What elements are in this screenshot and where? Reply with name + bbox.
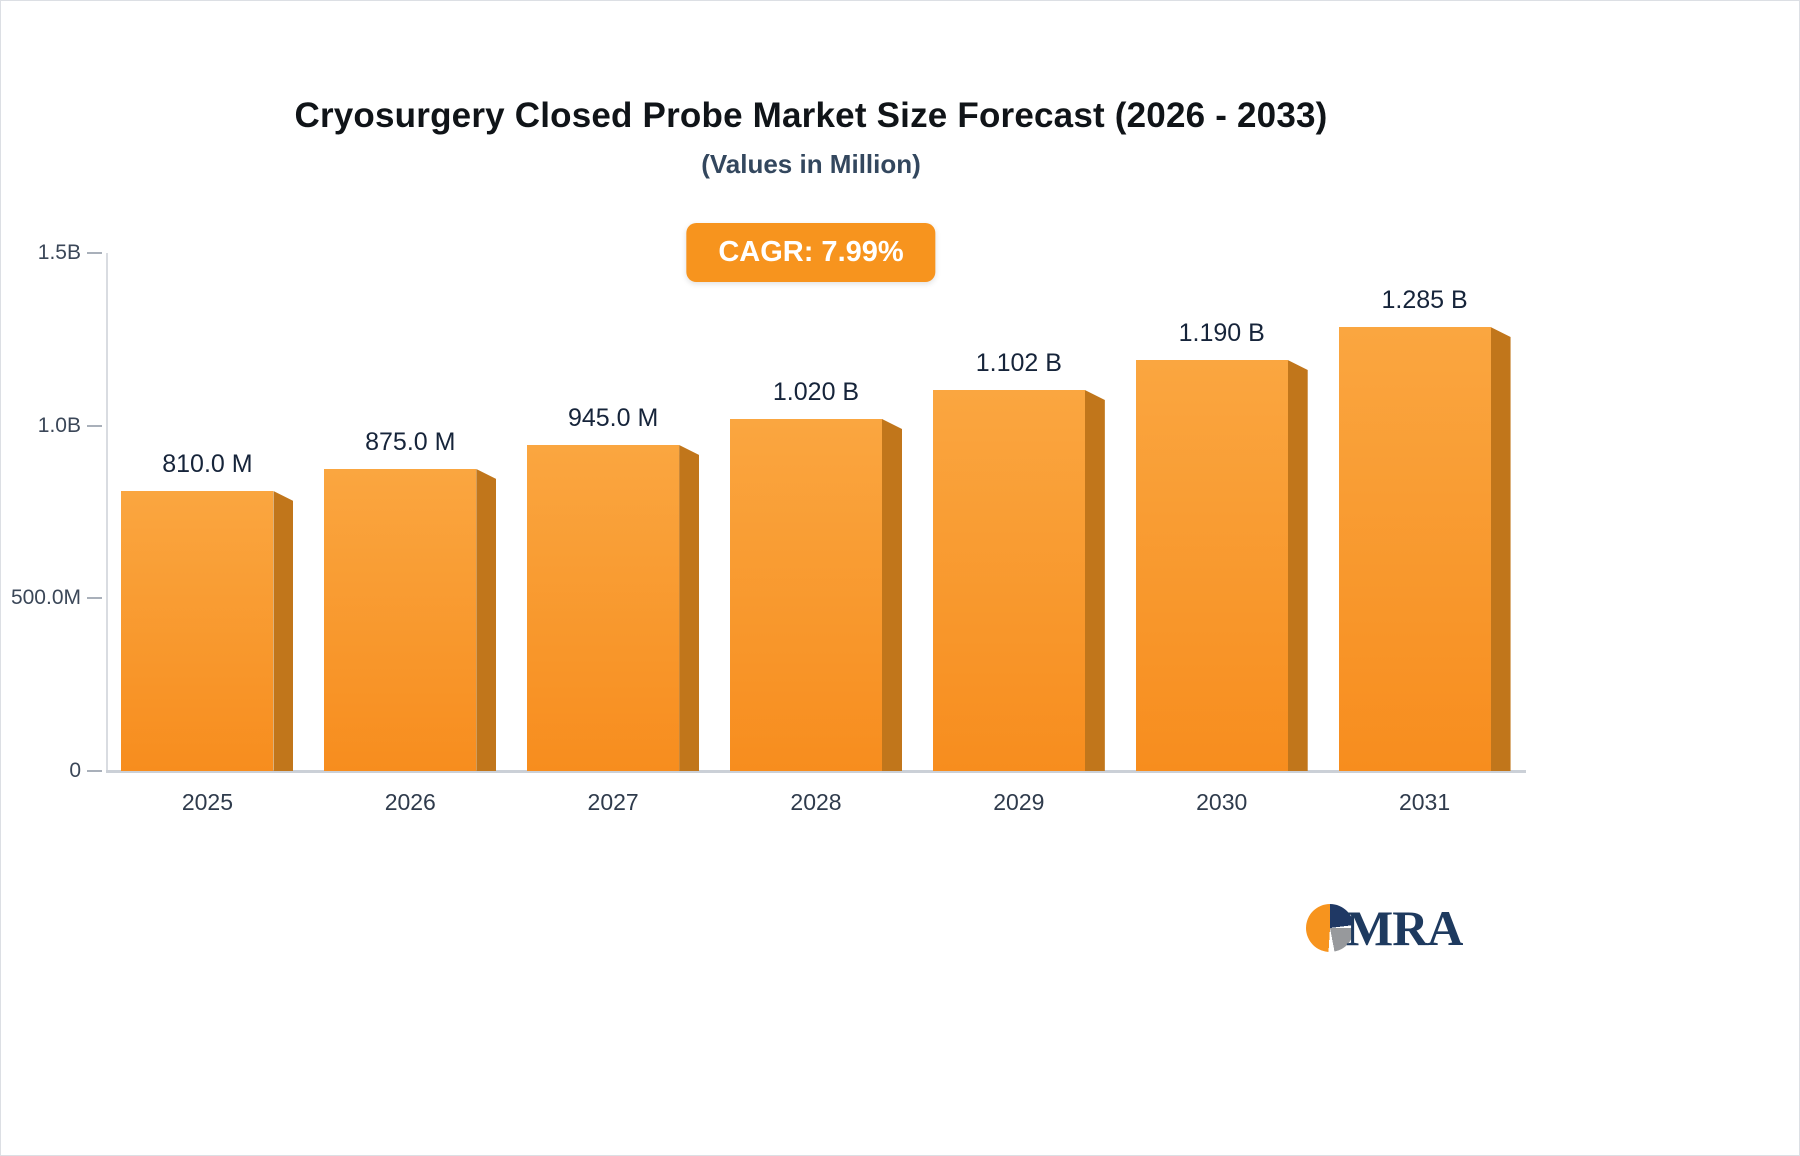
bar-value-label: 1.020 B [772, 378, 860, 406]
y-axis: 1.5B 1.0B 500.0M 0 [1, 241, 81, 782]
x-axis-label: 2028 [790, 789, 842, 815]
x-axis-label: 2031 [1398, 789, 1451, 815]
bar-face [730, 419, 882, 771]
bar-value-label: 875.0 M [365, 428, 456, 456]
y-tick-label: 1.0B [37, 413, 81, 437]
chart-title: Cryosurgery Closed Probe Market Size For… [294, 96, 1328, 135]
bar-side-shadow [1490, 327, 1511, 771]
mra-pie-logo-icon [1306, 904, 1354, 952]
bar-value-label: 1.190 B [1178, 319, 1265, 347]
plot-area: 810.0 M 875.0 M 945.0 M 1.020 B 1.102 B 1.190… [106, 253, 1526, 773]
bar-value-label: 1.102 B [975, 349, 1062, 377]
x-axis-label: 2029 [993, 789, 1045, 815]
bar-value-label: 945.0 M [567, 404, 659, 432]
bar-2028[interactable] [730, 419, 902, 771]
y-tick-mark [87, 252, 102, 254]
bar-side-shadow [476, 469, 497, 771]
bar-side-shadow [1084, 390, 1105, 771]
chart-subtitle: (Values in Million) [701, 149, 921, 179]
y-tick-label: 0 [69, 759, 81, 782]
bar-2029[interactable] [932, 390, 1105, 771]
bar-2031[interactable] [1338, 327, 1511, 771]
bar-value-label: 1.285 B [1381, 286, 1468, 314]
bar-face [1338, 327, 1491, 771]
y-axis-line [106, 253, 108, 771]
bar-side-shadow [882, 419, 902, 771]
x-axis-label: 2025 [181, 789, 233, 815]
y-tick-mark [87, 424, 102, 427]
y-tick-mark [87, 770, 102, 772]
bar-value-label: 810.0 M [162, 450, 253, 478]
bar-face [121, 491, 274, 771]
y-tick-label: 500.0M [10, 586, 81, 610]
mra-logo: MRA [1306, 899, 1463, 957]
mra-logo-text: MRA [1346, 900, 1463, 956]
cagr-badge: CAGR: 7.99% [686, 223, 936, 282]
y-tick-label: 1.5B [37, 241, 81, 264]
bar-2030[interactable] [1135, 360, 1308, 771]
bar-2026[interactable] [324, 469, 497, 771]
x-axis-label: 2027 [587, 789, 639, 815]
bar-face [1135, 360, 1288, 771]
bar-side-shadow [679, 445, 700, 771]
x-axis-label: 2030 [1196, 789, 1248, 815]
bar-face [932, 390, 1085, 771]
bar-face [527, 445, 680, 771]
bar-side-shadow [273, 491, 294, 771]
bar-2027[interactable] [527, 445, 700, 771]
x-axis-line [106, 770, 1526, 773]
x-axis: 2025 2026 2027 2028 2029 2030 2031 [106, 785, 1526, 825]
bar-2025[interactable] [121, 491, 294, 771]
bar-side-shadow [1287, 360, 1308, 771]
bar-face [324, 469, 477, 771]
chart-wrap: Cryosurgery Closed Probe Market Size For… [1, 1, 1621, 1155]
y-axis-ticks [87, 252, 103, 772]
y-tick-mark [87, 597, 102, 600]
x-axis-label: 2026 [384, 789, 436, 815]
